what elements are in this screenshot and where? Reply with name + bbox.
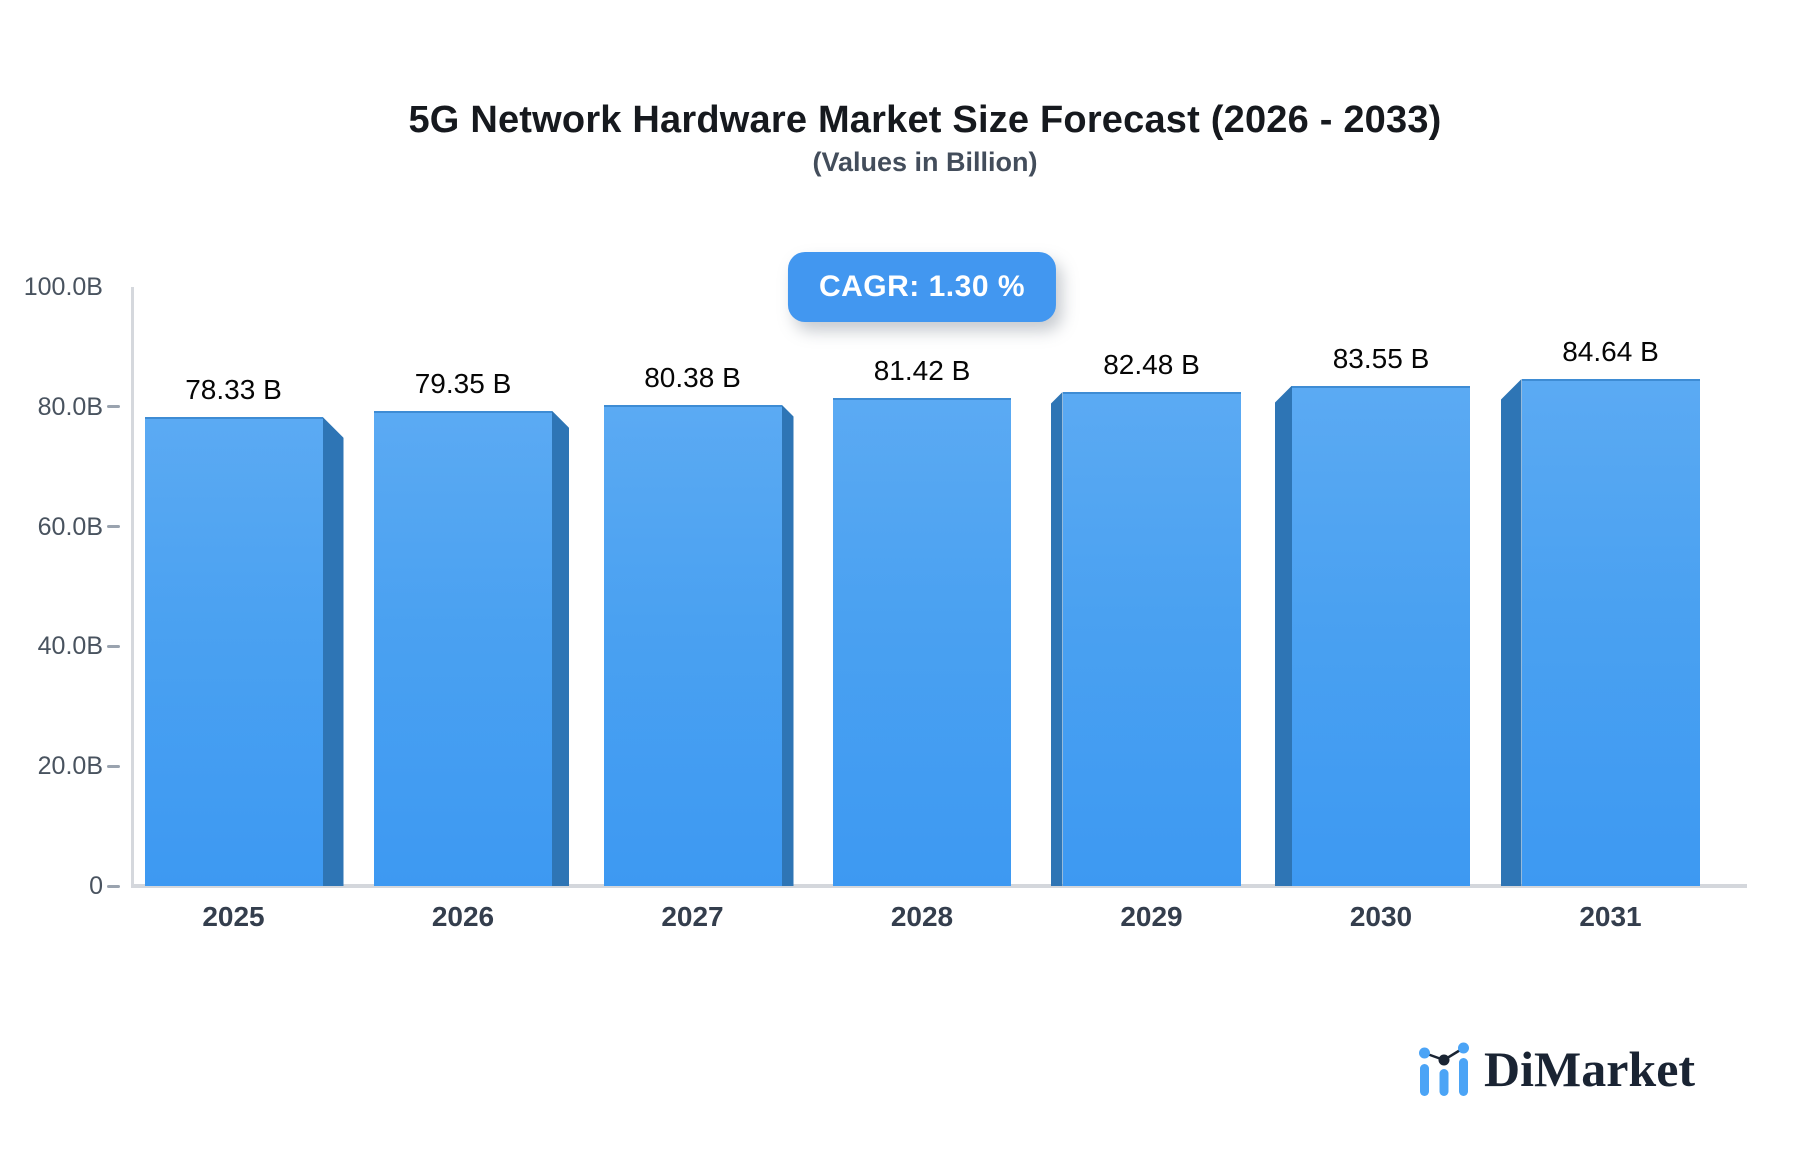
bar-2027[interactable] (603, 404, 782, 886)
y-axis-label-60.0B: 60.0B (37, 512, 103, 541)
bar-2029[interactable] (1062, 391, 1241, 886)
x-axis-line (131, 884, 1747, 888)
chart-subtitle: (Values in Billion) (812, 147, 1038, 177)
y-axis-tick (107, 764, 120, 768)
bar-value-label-2027: 80.38 B (644, 361, 741, 393)
x-axis-label-2026: 2026 (431, 901, 495, 932)
brand-logo-text: DiMarket (1484, 1041, 1696, 1097)
y-axis-label-100.0B: 100.0B (23, 273, 103, 301)
y-axis-label-40.0B: 40.0B (37, 632, 103, 661)
bar-3d-side-2025 (322, 416, 344, 886)
bar-value-label-2030: 83.55 B (1332, 342, 1430, 374)
bar-2025[interactable] (144, 416, 323, 886)
cagr-badge-label: CAGR: 1.30 % (818, 270, 1026, 303)
y-axis-tick (107, 644, 120, 648)
brand-logo: DiMarket (1418, 1040, 1695, 1098)
bar-2031[interactable] (1521, 379, 1700, 886)
x-axis-label-2028: 2028 (890, 901, 954, 932)
cagr-badge: CAGR: 1.30 % (787, 252, 1057, 322)
x-axis-label-2030: 2030 (1349, 901, 1413, 932)
y-axis-label-20.0B: 20.0B (37, 752, 103, 781)
x-axis-label-2025: 2025 (202, 901, 265, 932)
bar-value-label-2029: 82.48 B (1103, 348, 1200, 380)
chart-title: 5G Network Hardware Market Size Forecast… (408, 99, 1442, 141)
y-axis-label-80.0B: 80.0B (37, 392, 103, 421)
bar-value-label-2026: 79.35 B (414, 367, 512, 399)
y-axis-tick (107, 525, 120, 529)
bar-3d-side-2026 (552, 410, 569, 886)
bar-2026[interactable] (374, 410, 552, 886)
y-axis-label-0: 0 (89, 872, 103, 900)
bar-3d-side-2030 (1275, 385, 1292, 886)
y-axis-tick (107, 884, 120, 888)
bar-3d-side-2029 (1050, 391, 1063, 886)
bar-value-label-2028: 81.42 B (873, 355, 971, 387)
y-axis-tick (107, 405, 120, 409)
bar-3d-side-2027 (781, 404, 794, 886)
bar-value-label-2031: 84.64 B (1562, 336, 1659, 367)
bar-3d-side-2031 (1500, 379, 1522, 886)
x-axis-label-2031: 2031 (1579, 901, 1642, 932)
brand-logo-icon (1419, 1042, 1469, 1096)
x-axis-label-2027: 2027 (661, 901, 724, 932)
bar-value-label-2025: 78.33 B (185, 373, 282, 405)
x-axis-label-2029: 2029 (1120, 901, 1183, 932)
bar-2030[interactable] (1292, 385, 1470, 886)
y-axis-line (131, 287, 134, 886)
bar-2028[interactable] (833, 398, 1011, 886)
